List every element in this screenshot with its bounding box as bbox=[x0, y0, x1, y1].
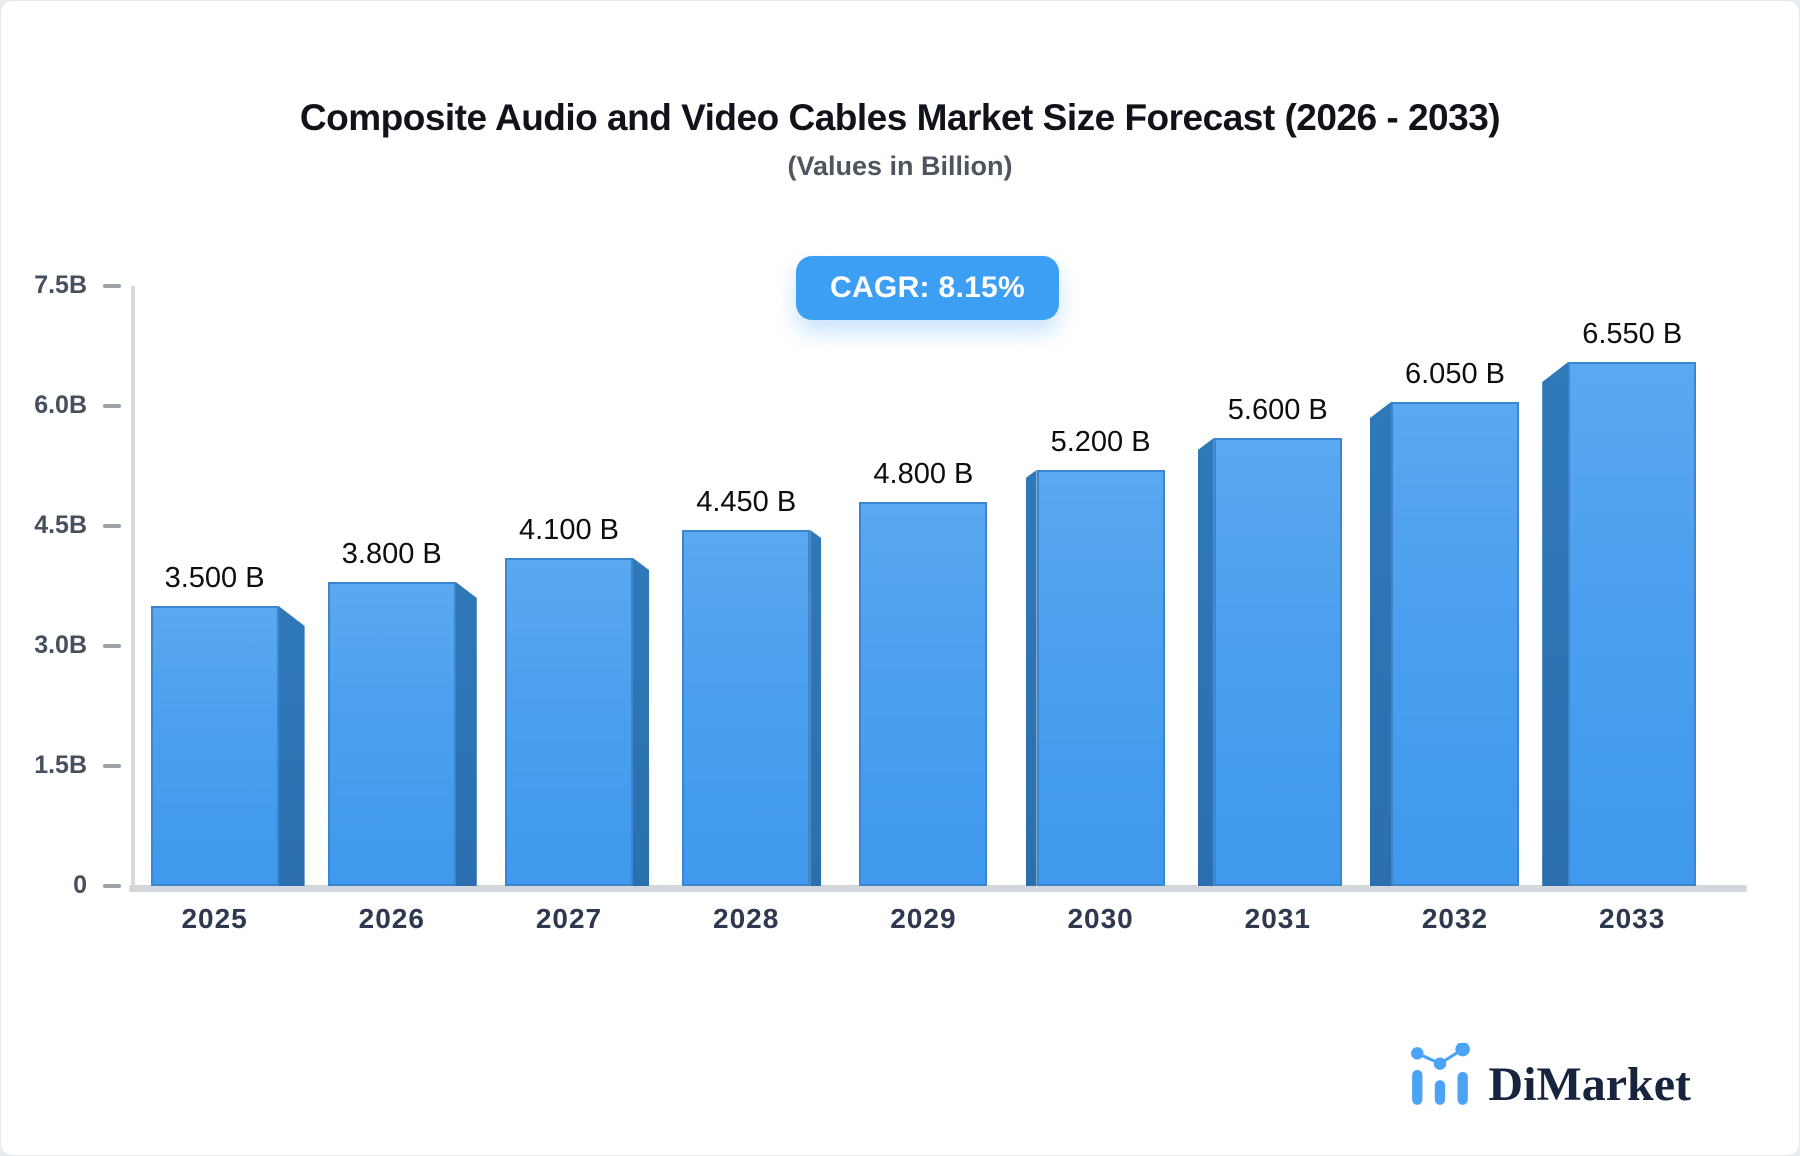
y-tick-mark bbox=[103, 524, 121, 528]
x-axis-category-label: 2025 bbox=[181, 903, 248, 934]
bar-2032 bbox=[1391, 402, 1519, 886]
y-tick-label: 1.5B bbox=[34, 751, 87, 779]
bar-2032-side-face bbox=[1370, 402, 1391, 886]
x-axis-baseline bbox=[129, 885, 1747, 892]
x-axis-category-label: 2030 bbox=[1067, 903, 1134, 934]
bar-2030-side-face bbox=[1025, 470, 1037, 886]
x-axis-category-label: 2028 bbox=[713, 903, 780, 934]
bar-2026-side-face bbox=[455, 582, 477, 886]
bar-value-label: 4.100 B bbox=[519, 514, 619, 546]
bar-2028-side-face bbox=[810, 530, 822, 886]
bar-value-label: 6.550 B bbox=[1582, 318, 1683, 350]
bar-2033-side-face bbox=[1542, 362, 1569, 886]
bar-2027-side-face bbox=[633, 558, 649, 886]
y-tick-label: 6.0B bbox=[34, 391, 87, 419]
chart-subtitle: (Values in Billion) bbox=[787, 151, 1013, 181]
y-tick-mark bbox=[103, 284, 121, 288]
cagr-badge-label: CAGR: 8.15% bbox=[830, 271, 1026, 304]
bar-2031 bbox=[1213, 438, 1342, 886]
x-axis-category-label: 2031 bbox=[1244, 903, 1311, 934]
chart-title: Composite Audio and Video Cables Market … bbox=[299, 97, 1501, 138]
bar-value-label: 3.800 B bbox=[341, 538, 442, 570]
x-axis-category-label: 2032 bbox=[1421, 903, 1489, 934]
bar-2029 bbox=[859, 502, 988, 886]
y-tick-label: 0 bbox=[73, 871, 87, 899]
bar-2025-side-face bbox=[278, 606, 305, 886]
x-axis-category-label: 2027 bbox=[535, 903, 603, 934]
x-axis-category-label: 2029 bbox=[890, 903, 957, 934]
bar-2031-side-face bbox=[1197, 438, 1214, 886]
bar-value-label: 5.600 B bbox=[1227, 394, 1328, 426]
cagr-badge: CAGR: 8.15% bbox=[796, 256, 1060, 320]
y-tick-mark bbox=[103, 404, 121, 408]
y-tick-mark bbox=[103, 764, 121, 768]
bar-2033 bbox=[1568, 362, 1697, 886]
y-tick-mark bbox=[103, 884, 121, 888]
bar-value-label: 6.050 B bbox=[1405, 358, 1505, 390]
bar-value-label: 5.200 B bbox=[1050, 426, 1151, 458]
y-axis-line bbox=[131, 286, 135, 887]
bar-value-label: 3.500 B bbox=[164, 562, 265, 594]
x-axis-category-label: 2033 bbox=[1599, 903, 1666, 934]
bar-value-label: 4.800 B bbox=[873, 458, 974, 490]
bar-2027 bbox=[505, 558, 633, 886]
y-tick-label: 7.5B bbox=[34, 271, 87, 299]
x-axis-category-label: 2026 bbox=[358, 903, 425, 934]
bar-chart-logo-icon bbox=[1411, 1043, 1471, 1105]
brand-logo-text: DiMarket bbox=[1488, 1058, 1691, 1111]
bar-2028 bbox=[682, 530, 811, 886]
y-tick-label: 3.0B bbox=[34, 631, 87, 659]
bar-value-label: 4.450 B bbox=[696, 486, 797, 518]
bar-2025 bbox=[150, 606, 279, 886]
y-tick-mark bbox=[103, 644, 121, 648]
brand-logo: DiMarket bbox=[1408, 1043, 1691, 1109]
bar-2030 bbox=[1036, 470, 1165, 886]
y-tick-label: 4.5B bbox=[34, 511, 87, 539]
bar-2026 bbox=[327, 582, 456, 886]
